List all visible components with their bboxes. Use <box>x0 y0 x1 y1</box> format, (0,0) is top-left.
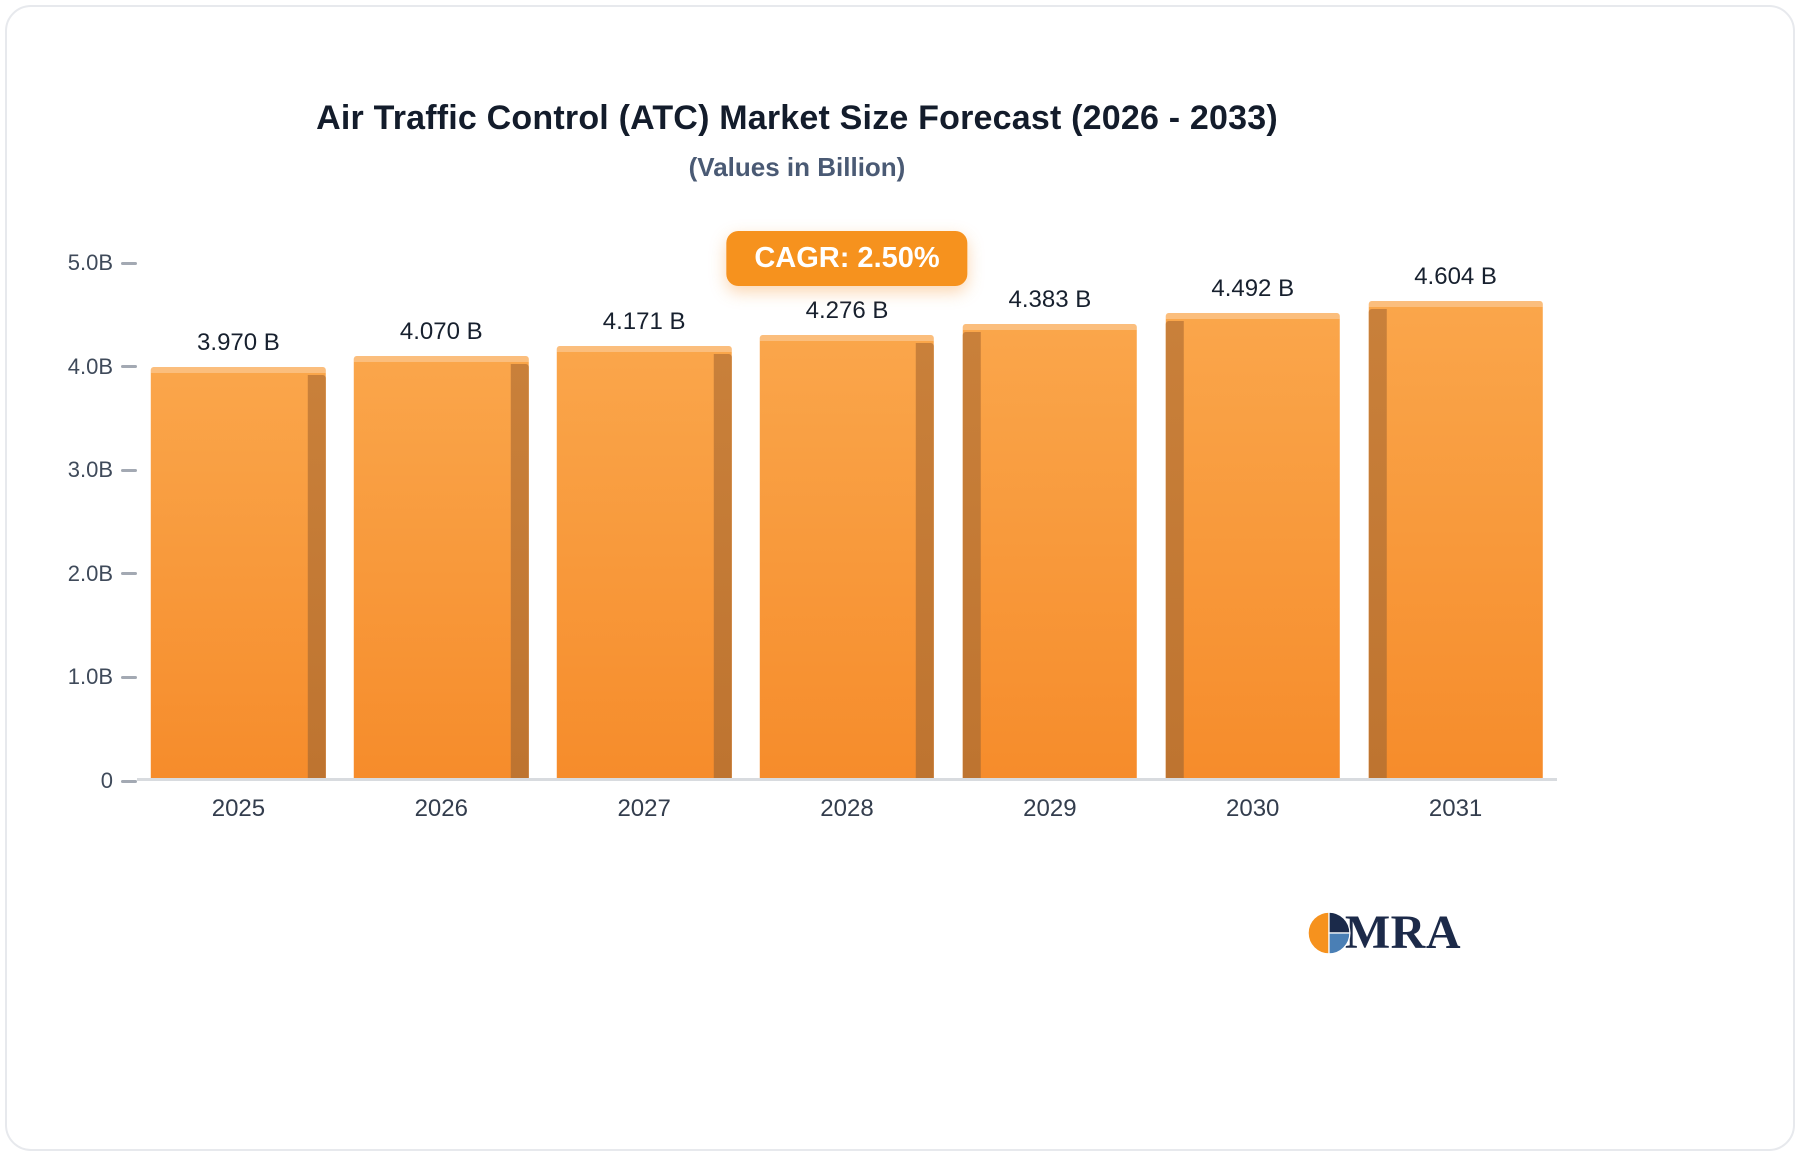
bar-value-label: 4.070 B <box>399 318 483 345</box>
y-tick-mark <box>121 365 137 369</box>
bar-group: 4.604 B <box>1354 260 1557 778</box>
y-tick-mark <box>121 572 137 576</box>
bar-group: 3.970 B <box>137 260 340 778</box>
y-tick-mark <box>121 468 137 472</box>
bar-group: 4.171 B <box>543 260 746 778</box>
y-tick-mark <box>121 779 137 783</box>
bar <box>1368 301 1544 778</box>
y-tick-label: 1.0B <box>67 664 113 690</box>
bar-value-label: 4.492 B <box>1211 275 1295 302</box>
bar <box>556 346 732 778</box>
y-tick-label: 0 <box>100 768 113 793</box>
cagr-badge: CAGR: 2.50% <box>726 231 968 286</box>
bar-group: 4.276 B <box>746 260 949 778</box>
x-axis-label: 2031 <box>1428 795 1483 822</box>
y-tick: 0 <box>101 767 137 795</box>
logo: MRA <box>1306 909 1461 957</box>
y-tick: 1.0B <box>68 663 137 691</box>
chart-subtitle: (Values in Billion) <box>688 152 906 182</box>
y-tick: 4.0B <box>68 353 137 381</box>
bar-group: 4.383 B <box>948 260 1151 778</box>
x-axis-label: 2025 <box>211 795 266 822</box>
bar <box>151 367 327 778</box>
bar-value-label: 4.383 B <box>1008 286 1092 313</box>
logo-text: MRA <box>1344 906 1461 959</box>
y-tick: 2.0B <box>68 560 137 588</box>
logo-pie-icon <box>1307 911 1351 955</box>
y-tick-label: 4.0B <box>67 353 113 379</box>
chart-content: Air Traffic Control (ATC) Market Size Fo… <box>37 99 1557 823</box>
y-tick: 5.0B <box>68 249 137 277</box>
x-axis-label: 2029 <box>1023 795 1077 822</box>
page-frame: Air Traffic Control (ATC) Market Size Fo… <box>5 5 1795 1151</box>
y-tick: 3.0B <box>68 456 137 484</box>
bar <box>354 356 529 778</box>
y-axis: 0 1.0B 2.0B 3.0B 4.0B 5.0B <box>37 250 137 793</box>
plot-row: 0 1.0B 2.0B 3.0B 4.0B 5.0B CAGR: 2.50% 3.970 … <box>37 231 1557 793</box>
x-axis-label: 2027 <box>617 795 671 822</box>
y-tick-label: 5.0B <box>67 250 113 275</box>
bar-group: 4.492 B <box>1151 260 1354 778</box>
x-axis-label: 2028 <box>820 795 874 822</box>
y-tick-mark <box>121 675 137 679</box>
bar-value-label: 4.604 B <box>1414 263 1497 290</box>
y-tick-mark <box>121 261 137 265</box>
x-axis-labels: 2025 2026 2027 2028 2029 2030 2031 <box>137 795 1557 823</box>
bar <box>1165 313 1341 778</box>
plot-area: CAGR: 2.50% 3.970 B 4.070 B 4.171 B 4.276 B… <box>137 231 1557 781</box>
x-axis-label: 2030 <box>1226 795 1280 822</box>
bar-value-label: 3.970 B <box>197 329 280 356</box>
bar-value-label: 4.276 B <box>805 297 889 324</box>
bar-value-label: 4.171 B <box>602 308 686 335</box>
x-axis-label: 2026 <box>414 795 468 822</box>
bar <box>759 335 935 778</box>
y-tick-label: 2.0B <box>67 560 113 586</box>
bar-group: 4.070 B <box>340 260 543 778</box>
y-tick-label: 3.0B <box>67 457 113 483</box>
chart-title: Air Traffic Control (ATC) Market Size Fo… <box>316 99 1278 137</box>
bar <box>962 324 1138 778</box>
